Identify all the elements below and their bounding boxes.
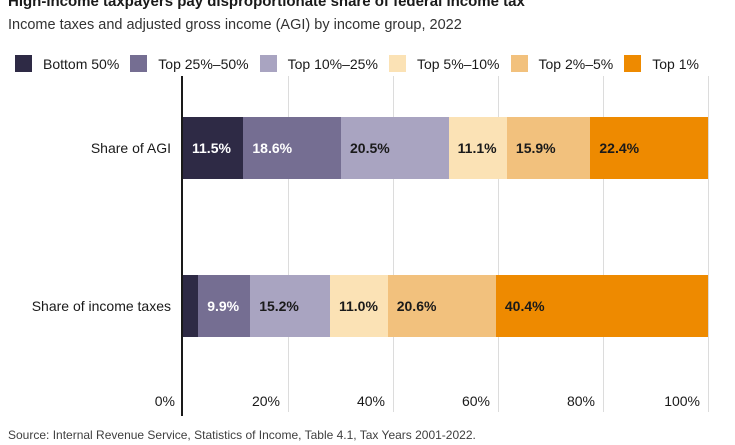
bar-segment-label: 11.0% — [338, 298, 378, 314]
legend-label: Top 1% — [652, 55, 699, 72]
bar-segment: 22.4% — [590, 117, 708, 179]
bar-segment-label: 9.9% — [207, 298, 240, 314]
bar-segment-label: 20.6% — [396, 298, 437, 314]
bar-row-1: 11.5% 18.6% 20.5% 11.1% 15.9% 22.4% — [183, 117, 708, 179]
bar-segment: 18.6% — [243, 117, 342, 179]
bar-segment: 11.0% — [329, 275, 388, 337]
chart-title: High-income taxpayers pay disproportiona… — [8, 0, 525, 10]
category-label-2: Share of income taxes — [31, 298, 171, 314]
bar-segment: 9.9% — [198, 275, 251, 337]
legend-item-1: Bottom 50% — [15, 55, 119, 72]
legend-item-2: Top 25%–50% — [130, 55, 249, 72]
category-label-1: Share of AGI — [90, 140, 171, 156]
bar-segment-label: 11.5% — [192, 140, 231, 156]
bar-segment: 11.5% — [183, 117, 244, 179]
x-tick-label-0: 0% — [154, 393, 175, 409]
bar-segment: 20.6% — [387, 275, 496, 337]
chart-legend: Bottom 50% Top 25%–50% Top 10%–25% Top 5%–1… — [15, 55, 699, 72]
legend-label: Bottom 50% — [43, 55, 120, 72]
legend-swatch-icon — [259, 55, 277, 72]
legend-swatch-icon — [624, 55, 642, 72]
gridline-100 — [708, 76, 709, 412]
gridline-60 — [498, 76, 499, 412]
x-tick-label-80: 80% — [566, 393, 595, 409]
legend-swatch-icon — [130, 55, 148, 72]
source-note: Source: Internal Revenue Service, Statis… — [8, 428, 476, 442]
bar-segment — [183, 275, 199, 337]
gridline-20 — [288, 76, 289, 412]
bar-segment: 40.4% — [495, 275, 708, 337]
x-tick-label-40: 40% — [356, 393, 385, 409]
bar-segment-label: 40.4% — [504, 298, 545, 314]
legend-item-5: Top 2%–5% — [510, 55, 614, 72]
bar-segment: 15.9% — [506, 117, 591, 179]
gridline-40 — [393, 76, 394, 412]
legend-label: Top 10%–25% — [287, 55, 378, 72]
bar-segment: 20.5% — [341, 117, 449, 179]
chart-subtitle: Income taxes and adjusted gross income (… — [8, 17, 462, 33]
x-tick-label-60: 60% — [461, 393, 490, 409]
legend-swatch-icon — [510, 55, 528, 72]
legend-label: Top 2%–5% — [538, 55, 614, 72]
x-tick-label-20: 20% — [251, 393, 280, 409]
bar-segment-label: 15.2% — [259, 298, 299, 314]
legend-swatch-icon — [15, 55, 32, 72]
gridline-80 — [603, 76, 604, 412]
bar-segment-label: 22.4% — [599, 140, 640, 156]
bar-segment: 11.1% — [448, 117, 507, 179]
legend-item-6: Top 1% — [624, 55, 699, 72]
bar-segment: 15.2% — [250, 275, 330, 337]
legend-item-4: Top 5%–10% — [388, 55, 500, 72]
bar-segment-label: 18.6% — [252, 140, 293, 156]
legend-item-3: Top 10%–25% — [259, 55, 378, 72]
y-axis-line — [181, 76, 183, 416]
bar-segment-label: 11.1% — [457, 140, 497, 156]
bar-segment-label: 15.9% — [515, 140, 556, 156]
legend-label: Top 5%–10% — [416, 55, 500, 72]
legend-label: Top 25%–50% — [158, 55, 249, 72]
legend-swatch-icon — [388, 55, 406, 72]
bar-row-2: 9.9% 15.2% 11.0% 20.6% 40.4% — [183, 275, 708, 337]
bar-segment-label: 20.5% — [350, 140, 390, 156]
x-tick-label-100: 100% — [664, 393, 700, 409]
